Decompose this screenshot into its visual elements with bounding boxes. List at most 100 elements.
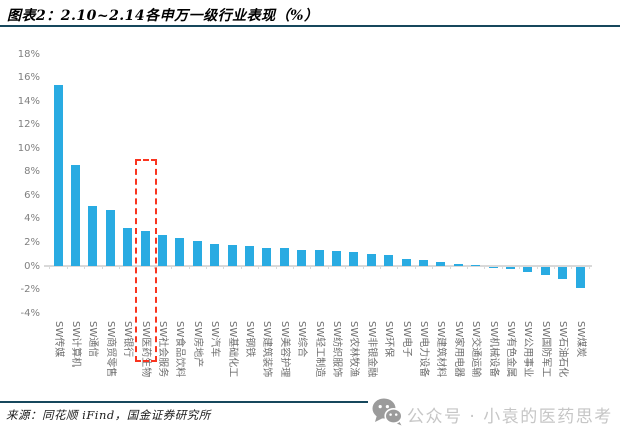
x-axis-tick (519, 266, 521, 269)
y-axis-tick-label: 16% (17, 72, 40, 84)
y-axis-tick-label: 4% (24, 213, 40, 225)
category-label: SW建筑装饰 (261, 321, 273, 378)
x-axis-tick (571, 266, 573, 269)
y-axis-tick-label: 12% (17, 119, 40, 131)
category-label: SW环保 (383, 321, 395, 358)
title-underline (0, 25, 620, 27)
category-label: SW公用事业 (522, 321, 534, 378)
x-axis-tick (258, 266, 260, 269)
x-axis-tick (362, 266, 364, 269)
category-label: SW美容护理 (278, 321, 290, 378)
highlight-box-SW医药生物 (135, 159, 157, 362)
bar-SW国防军工 (540, 267, 550, 276)
category-label: SW煤炭 (574, 321, 586, 358)
y-axis-tick-label: 0% (24, 260, 40, 272)
bar-SW综合 (297, 249, 307, 266)
bar-SW非银金融 (366, 254, 376, 266)
bar-SW社会服务 (157, 235, 167, 266)
bar-SW农林牧渔 (349, 251, 359, 266)
bar-SW轻工制造 (314, 249, 324, 266)
y-axis-tick-label: -2% (20, 284, 40, 296)
bar-SW商贸零售 (105, 209, 115, 266)
bar-SW机械设备 (488, 267, 498, 269)
category-label: SW食品饮料 (174, 321, 186, 378)
x-axis-tick (240, 266, 242, 269)
y-axis-tick-label: 18% (17, 48, 40, 60)
bar-SW交通运输 (471, 264, 481, 266)
x-axis-tick (153, 266, 155, 269)
bar-SW钢铁 (244, 246, 254, 266)
x-axis-tick (118, 266, 120, 269)
x-axis-tick (101, 266, 103, 269)
category-label: SW机械设备 (487, 321, 499, 378)
bar-SW煤炭 (575, 267, 585, 289)
category-label: SW传媒 (52, 321, 64, 358)
x-axis-tick (188, 266, 190, 269)
y-axis-tick-label: 14% (17, 95, 40, 107)
x-axis-tick (397, 266, 399, 269)
bar-SW房地产 (192, 241, 202, 266)
bar-SW电力设备 (418, 260, 428, 266)
category-label: SW石油石化 (557, 321, 569, 378)
category-label: SW社会服务 (156, 321, 168, 378)
x-axis-tick (588, 266, 590, 269)
bar-SW美容护理 (279, 248, 289, 266)
category-label: SW交通运输 (470, 321, 482, 378)
x-axis-tick (501, 266, 503, 269)
y-axis-tick-label: 2% (24, 236, 40, 248)
wechat-icon (372, 398, 403, 430)
bar-SW环保 (384, 255, 394, 266)
y-axis-tick-label: -4% (20, 307, 40, 319)
watermark: 公众号 · 小袁的医药思考 (368, 396, 620, 432)
category-label: SW房地产 (191, 321, 203, 368)
bar-SW食品饮料 (175, 237, 185, 266)
bar-SW医药生物 (140, 230, 150, 266)
x-axis-tick (553, 266, 555, 269)
bar-SW通信 (88, 206, 98, 266)
bar-SW建筑装饰 (262, 248, 272, 266)
category-label: SW电力设备 (417, 321, 429, 378)
category-label: SW银行 (122, 321, 134, 358)
x-axis-tick (432, 266, 434, 269)
category-label: SW计算机 (69, 321, 81, 368)
x-axis-tick (310, 266, 312, 269)
category-label: SW综合 (296, 321, 308, 358)
source-note: 来源：同花顺 iFind，国金证券研究所 (6, 408, 211, 422)
category-label: SW商贸零售 (104, 321, 116, 378)
bar-SW计算机 (70, 164, 80, 266)
x-axis-tick (223, 266, 225, 269)
x-axis-tick (466, 266, 468, 269)
category-label: SW纺织服饰 (330, 321, 342, 378)
bar-SW汽车 (210, 243, 220, 266)
category-label: SW非银金融 (365, 321, 377, 378)
x-axis-tick (414, 266, 416, 269)
bar-SW电子 (401, 258, 411, 266)
category-label: SW农林牧渔 (348, 321, 360, 378)
x-axis-tick (275, 266, 277, 269)
watermark-text: 公众号 · 小袁的医药思考 (407, 406, 613, 427)
bar-SW建筑材料 (436, 262, 446, 266)
category-label: SW汽车 (209, 321, 221, 358)
category-label: SW国防军工 (539, 321, 551, 378)
x-axis-tick (536, 266, 538, 269)
category-label: SW基础化工 (226, 321, 238, 378)
x-axis-tick (292, 266, 294, 269)
bar-SW家用电器 (453, 263, 463, 266)
bar-SW纺织服饰 (331, 250, 341, 266)
figure-title: 图表2：2.10~2.14各申万一级行业表现（%） (7, 8, 319, 24)
y-axis-tick-label: 6% (24, 189, 40, 201)
bar-SW传媒 (53, 84, 63, 266)
category-label: SW电子 (400, 321, 412, 358)
x-axis-tick (171, 266, 173, 269)
x-axis-tick (49, 266, 51, 269)
x-axis-tick (379, 266, 381, 269)
x-axis-tick (84, 266, 86, 269)
bar-SW石油石化 (558, 267, 568, 279)
bar-SW银行 (123, 228, 133, 266)
category-label: SW有色金属 (504, 321, 516, 378)
x-axis-tick (66, 266, 68, 269)
x-axis-tick (449, 266, 451, 269)
x-axis-line (44, 265, 592, 267)
category-label: SW通信 (87, 321, 99, 358)
